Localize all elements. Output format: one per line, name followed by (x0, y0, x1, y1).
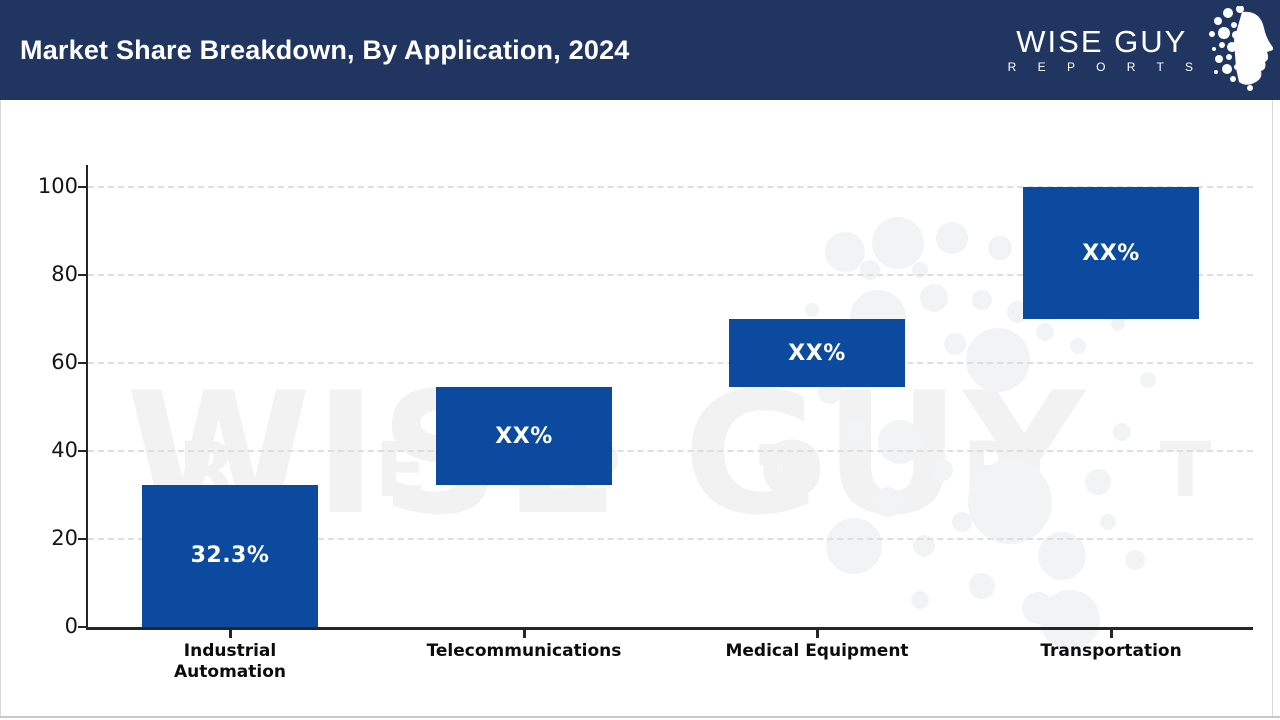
y-tick-mark-60 (78, 362, 86, 364)
x-tick-mark-medical-equipment (816, 630, 819, 638)
watermark-dot (936, 222, 968, 254)
x-tick-label-industrial-automation: Industrial Automation (174, 641, 286, 682)
brand-name-text: WISE GUY (1016, 24, 1188, 59)
watermark-dot (878, 420, 922, 464)
watermark-dot (872, 217, 924, 269)
x-tick-mark-transportation (1110, 630, 1113, 638)
watermark-dot (966, 328, 1030, 392)
watermark-dot (826, 518, 882, 574)
gridline-80 (88, 274, 1253, 276)
watermark-dot (873, 487, 903, 517)
bar-value-label: XX% (788, 340, 846, 366)
watermark-dot (1100, 514, 1116, 530)
header-band: Market Share Breakdown, By Application, … (0, 0, 1280, 100)
bar-medical-equipment: XX% (729, 319, 905, 388)
y-tick-label-80: 80 (51, 262, 78, 286)
watermark-dot (1111, 317, 1125, 331)
gridline-100 (88, 186, 1253, 188)
page-title: Market Share Breakdown, By Application, … (20, 34, 630, 65)
x-axis-line (86, 627, 1253, 630)
watermark-dot (1040, 590, 1100, 650)
watermark-dot (1036, 323, 1054, 341)
x-tick-label-transportation: Transportation (1040, 641, 1182, 661)
x-tick-label-telecommunications: Telecommunications (426, 641, 622, 661)
left-border (0, 100, 1, 718)
watermark-dot (1113, 423, 1131, 441)
watermark-dot (952, 512, 972, 532)
watermark-dot (805, 303, 819, 317)
watermark-dot (913, 535, 935, 557)
watermark-dot (969, 573, 995, 599)
y-tick-label-20: 20 (51, 526, 78, 550)
watermark-dot (972, 290, 992, 310)
bar-transportation: XX% (1023, 187, 1199, 319)
watermark-dot (931, 459, 953, 481)
y-axis-line (86, 165, 88, 629)
watermark-dot (1070, 338, 1086, 354)
right-border (1272, 100, 1273, 718)
watermark-dot (920, 284, 948, 312)
y-tick-label-100: 100 (37, 174, 78, 198)
gridline-60 (88, 362, 1253, 364)
watermark-dot (1085, 469, 1111, 495)
bar-industrial-automation: 32.3% (142, 484, 318, 627)
y-tick-mark-80 (78, 274, 86, 276)
brand-logo: WISE GUY R E P O R T S (1002, 0, 1202, 100)
bar-telecommunications: XX% (436, 387, 612, 485)
watermark-dot (825, 232, 865, 272)
y-tick-mark-100 (78, 186, 86, 188)
watermark-dot (1038, 532, 1086, 580)
y-tick-label-40: 40 (51, 438, 78, 462)
watermark-dot (944, 333, 966, 355)
y-tick-mark-0 (78, 626, 86, 628)
gridline-40 (88, 450, 1253, 452)
y-tick-mark-20 (78, 538, 86, 540)
y-tick-label-60: 60 (51, 350, 78, 374)
watermark-dot (1140, 372, 1156, 388)
watermark-dot (846, 420, 866, 440)
x-tick-mark-industrial-automation (229, 630, 232, 638)
watermark-dot (988, 236, 1012, 260)
y-tick-mark-40 (78, 450, 86, 452)
bar-value-label: XX% (495, 423, 553, 449)
x-tick-label-medical-equipment: Medical Equipment (725, 641, 909, 661)
brand-subtitle-text: R E P O R T S (1007, 60, 1202, 74)
y-tick-label-0: 0 (64, 614, 78, 638)
bar-value-label: XX% (1082, 240, 1140, 266)
watermark-dot (1125, 550, 1145, 570)
bottom-border (0, 716, 1280, 718)
watermark-dot (911, 591, 929, 609)
brand-face-icon (1209, 6, 1274, 91)
x-tick-mark-telecommunications (523, 630, 526, 638)
watermark-dot (968, 460, 1052, 544)
gridline-20 (88, 538, 1253, 540)
bar-value-label: 32.3% (190, 543, 270, 569)
